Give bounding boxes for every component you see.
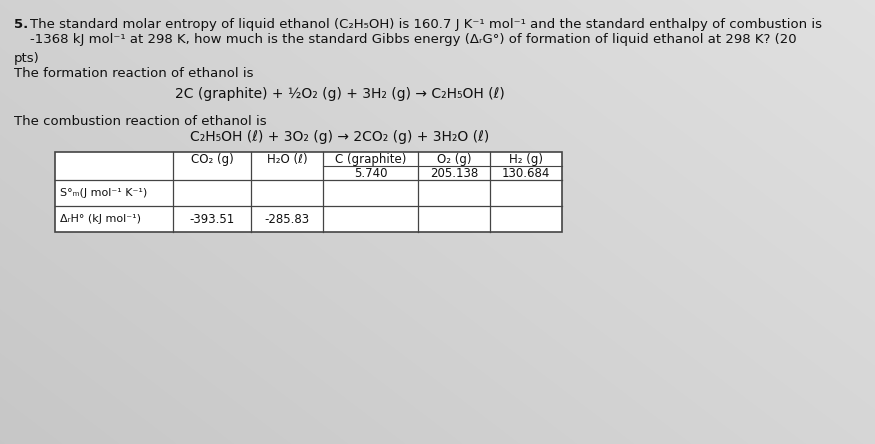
Text: S°ₘ(J mol⁻¹ K⁻¹): S°ₘ(J mol⁻¹ K⁻¹) (60, 188, 147, 198)
Text: 2C (graphite) + ½O₂ (g) + 3H₂ (g) → C₂H₅OH (ℓ): 2C (graphite) + ½O₂ (g) + 3H₂ (g) → C₂H₅… (175, 87, 505, 101)
Text: The formation reaction of ethanol is: The formation reaction of ethanol is (14, 67, 254, 80)
Text: C (graphite): C (graphite) (335, 152, 406, 166)
Text: H₂O (ℓ): H₂O (ℓ) (267, 152, 307, 166)
Text: -1368 kJ mol⁻¹ at 298 K, how much is the standard Gibbs energy (ΔᵣG°) of formati: -1368 kJ mol⁻¹ at 298 K, how much is the… (30, 33, 796, 46)
Text: C₂H₅OH (ℓ) + 3O₂ (g) → 2CO₂ (g) + 3H₂O (ℓ): C₂H₅OH (ℓ) + 3O₂ (g) → 2CO₂ (g) + 3H₂O (… (191, 130, 490, 144)
Text: pts): pts) (14, 52, 39, 65)
Text: The combustion reaction of ethanol is: The combustion reaction of ethanol is (14, 115, 267, 128)
Text: The standard molar entropy of liquid ethanol (C₂H₅OH) is 160.7 J K⁻¹ mol⁻¹ and t: The standard molar entropy of liquid eth… (30, 18, 822, 31)
Text: 130.684: 130.684 (502, 166, 550, 179)
Text: -285.83: -285.83 (264, 213, 310, 226)
Text: 205.138: 205.138 (430, 166, 478, 179)
Text: ΔᵣH° (kJ mol⁻¹): ΔᵣH° (kJ mol⁻¹) (60, 214, 141, 224)
Text: CO₂ (g): CO₂ (g) (191, 152, 234, 166)
Bar (55, 152, 562, 232)
Text: 5.740: 5.740 (354, 166, 388, 179)
Text: 5.: 5. (14, 18, 28, 31)
Bar (55, 152, 562, 232)
Text: O₂ (g): O₂ (g) (437, 152, 472, 166)
Text: -393.51: -393.51 (189, 213, 234, 226)
Text: H₂ (g): H₂ (g) (509, 152, 543, 166)
